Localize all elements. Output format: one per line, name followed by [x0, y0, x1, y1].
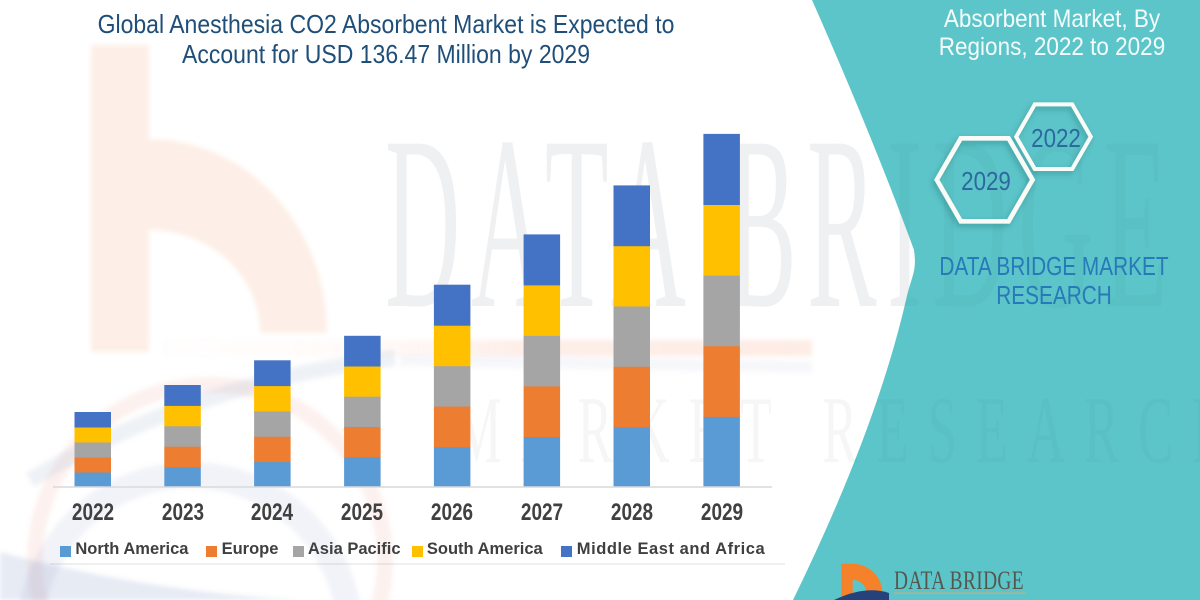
svg-text:MARKET RESEARCH: MARKET RESEARCH	[895, 599, 1017, 600]
svg-text:DATA BRIDGE: DATA BRIDGE	[894, 566, 1024, 594]
